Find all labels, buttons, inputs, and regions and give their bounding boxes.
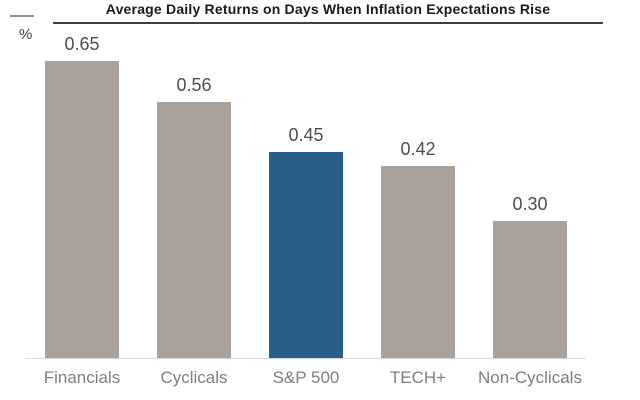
bar-tech [381,166,455,358]
bar-slot-financials: 0.65 [26,34,138,358]
bar-value-label-non-cyclicals: 0.30 [512,194,548,214]
category-label-cyclicals: Cyclicals [160,368,228,387]
bar-s-p-500 [269,152,343,358]
chart-title: Average Daily Returns on Days When Infla… [53,1,603,24]
y-axis-unit-label: % [19,26,33,43]
bar-slot-cyclicals: 0.56 [138,34,250,358]
axis-top-tick [10,15,34,17]
bar-value-label-tech: 0.42 [400,139,436,159]
bar-slot-tech: 0.42 [362,34,474,358]
bar-value-label-financials: 0.65 [64,34,100,54]
category-label-financials: Financials [43,368,121,387]
plot-area: 0.65 0.56 0.45 0.42 0.30 [26,34,586,359]
bar-cyclicals [157,102,231,358]
bar-value-label-s-p-500: 0.45 [288,125,324,145]
category-label-tech: TECH+ [389,368,447,387]
bar-slot-non-cyclicals: 0.30 [474,34,586,358]
category-label-s-p-500: S&P 500 [272,368,340,387]
categories-row: Financials Cyclicals S&P 500 TECH+ Non-Cycli… [26,368,586,388]
bar-slot-s-p-500: 0.45 [250,34,362,358]
bar-financials [45,61,119,358]
bar-non-cyclicals [493,221,567,358]
category-label-non-cyclicals: Non-Cyclicals [478,368,582,387]
bar-value-label-cyclicals: 0.56 [176,75,212,95]
